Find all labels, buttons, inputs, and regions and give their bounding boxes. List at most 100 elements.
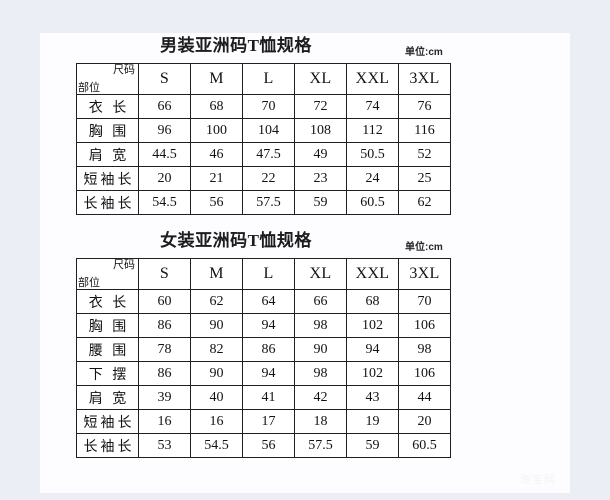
value-cell: 102 — [346, 313, 399, 338]
value-cell: 90 — [294, 337, 347, 362]
corner-size-label: 尺码 — [113, 64, 135, 76]
corner-header-men: 尺码 部位 — [76, 63, 139, 95]
value-cell: 108 — [294, 118, 347, 143]
value-cell: 94 — [346, 337, 399, 362]
value-cell: 96 — [138, 118, 191, 143]
value-cell: 47.5 — [242, 142, 295, 167]
value-cell: 86 — [242, 337, 295, 362]
size-header-m: M — [190, 258, 243, 290]
value-cell: 52 — [398, 142, 451, 167]
corner-size-label: 尺码 — [113, 259, 135, 271]
value-cell: 24 — [346, 166, 399, 191]
value-cell: 49 — [294, 142, 347, 167]
value-cell: 98 — [398, 337, 451, 362]
value-cell: 78 — [138, 337, 191, 362]
corner-header-women: 尺码 部位 — [76, 258, 139, 290]
table-header-row: 尺码 部位 S M L XL XXL 3XL — [76, 63, 451, 95]
chart-title-men: 男装亚洲码T恤规格 — [160, 36, 312, 55]
row-label: 腰 围 — [76, 337, 139, 362]
value-cell: 94 — [242, 361, 295, 386]
value-cell: 100 — [190, 118, 243, 143]
value-cell: 21 — [190, 166, 243, 191]
value-cell: 54.5 — [138, 190, 191, 215]
size-header-l: L — [242, 258, 295, 290]
document-sheet: 男装亚洲码T恤规格 单位:cm 尺码 部位 S M L XL — [40, 33, 570, 493]
size-table-men: 尺码 部位 S M L XL XXL 3XL 衣 长 66 68 70 — [76, 63, 451, 215]
value-cell: 44 — [398, 385, 451, 410]
table-row: 胸 围 86 90 94 98 102 106 — [76, 313, 451, 338]
value-cell: 50.5 — [346, 142, 399, 167]
value-cell: 54.5 — [190, 433, 243, 458]
value-cell: 62 — [398, 190, 451, 215]
unit-label-men: 单位:cm — [405, 47, 443, 58]
value-cell: 46 — [190, 142, 243, 167]
value-cell: 60.5 — [346, 190, 399, 215]
row-label: 肩 宽 — [76, 142, 139, 167]
value-cell: 17 — [242, 409, 295, 434]
row-label: 短袖长 — [76, 409, 139, 434]
value-cell: 82 — [190, 337, 243, 362]
value-cell: 60 — [138, 289, 191, 314]
value-cell: 98 — [294, 313, 347, 338]
row-label: 肩 宽 — [76, 385, 139, 410]
value-cell: 106 — [398, 361, 451, 386]
table-header-row: 尺码 部位 S M L XL XXL 3XL — [76, 258, 451, 290]
row-label: 胸 围 — [76, 313, 139, 338]
table-row: 短袖长 20 21 22 23 24 25 — [76, 166, 451, 191]
table-row: 下 摆 86 90 94 98 102 106 — [76, 361, 451, 386]
value-cell: 116 — [398, 118, 451, 143]
value-cell: 104 — [242, 118, 295, 143]
table-row: 长袖长 53 54.5 56 57.5 59 60.5 — [76, 433, 451, 458]
value-cell: 70 — [398, 289, 451, 314]
value-cell: 74 — [346, 94, 399, 119]
table-row: 衣 长 66 68 70 72 74 76 — [76, 94, 451, 119]
value-cell: 39 — [138, 385, 191, 410]
value-cell: 90 — [190, 313, 243, 338]
value-cell: 60.5 — [398, 433, 451, 458]
value-cell: 98 — [294, 361, 347, 386]
value-cell: 41 — [242, 385, 295, 410]
watermark: 淘宝网 — [520, 474, 556, 486]
value-cell: 112 — [346, 118, 399, 143]
value-cell: 53 — [138, 433, 191, 458]
chart-title-women: 女装亚洲码T恤规格 — [160, 231, 312, 250]
value-cell: 44.5 — [138, 142, 191, 167]
value-cell: 20 — [138, 166, 191, 191]
size-chart-men: 男装亚洲码T恤规格 单位:cm 尺码 部位 S M L XL — [40, 33, 570, 215]
title-row-men: 男装亚洲码T恤规格 单位:cm — [40, 33, 570, 63]
size-header-l: L — [242, 63, 295, 95]
table-row: 短袖长 16 16 17 18 19 20 — [76, 409, 451, 434]
size-header-xxl: XXL — [346, 258, 399, 290]
size-header-xl: XL — [294, 63, 347, 95]
value-cell: 70 — [242, 94, 295, 119]
value-cell: 20 — [398, 409, 451, 434]
row-label: 长袖长 — [76, 433, 139, 458]
row-label: 胸 围 — [76, 118, 139, 143]
table-row: 腰 围 78 82 86 90 94 98 — [76, 337, 451, 362]
value-cell: 22 — [242, 166, 295, 191]
value-cell: 72 — [294, 94, 347, 119]
size-chart-women: 女装亚洲码T恤规格 单位:cm 尺码 部位 S M L XL — [40, 228, 570, 458]
value-cell: 57.5 — [242, 190, 295, 215]
value-cell: 94 — [242, 313, 295, 338]
row-label: 长袖长 — [76, 190, 139, 215]
row-label: 衣 长 — [76, 289, 139, 314]
value-cell: 23 — [294, 166, 347, 191]
value-cell: 59 — [346, 433, 399, 458]
value-cell: 59 — [294, 190, 347, 215]
value-cell: 66 — [294, 289, 347, 314]
title-row-women: 女装亚洲码T恤规格 单位:cm — [40, 228, 570, 258]
table-row: 衣 长 60 62 64 66 68 70 — [76, 289, 451, 314]
value-cell: 25 — [398, 166, 451, 191]
value-cell: 106 — [398, 313, 451, 338]
row-label: 衣 长 — [76, 94, 139, 119]
value-cell: 86 — [138, 361, 191, 386]
corner-part-label: 部位 — [78, 82, 100, 94]
table-row: 肩 宽 44.5 46 47.5 49 50.5 52 — [76, 142, 451, 167]
table-row: 长袖长 54.5 56 57.5 59 60.5 62 — [76, 190, 451, 215]
value-cell: 102 — [346, 361, 399, 386]
value-cell: 86 — [138, 313, 191, 338]
value-cell: 56 — [242, 433, 295, 458]
size-header-xxl: XXL — [346, 63, 399, 95]
value-cell: 90 — [190, 361, 243, 386]
